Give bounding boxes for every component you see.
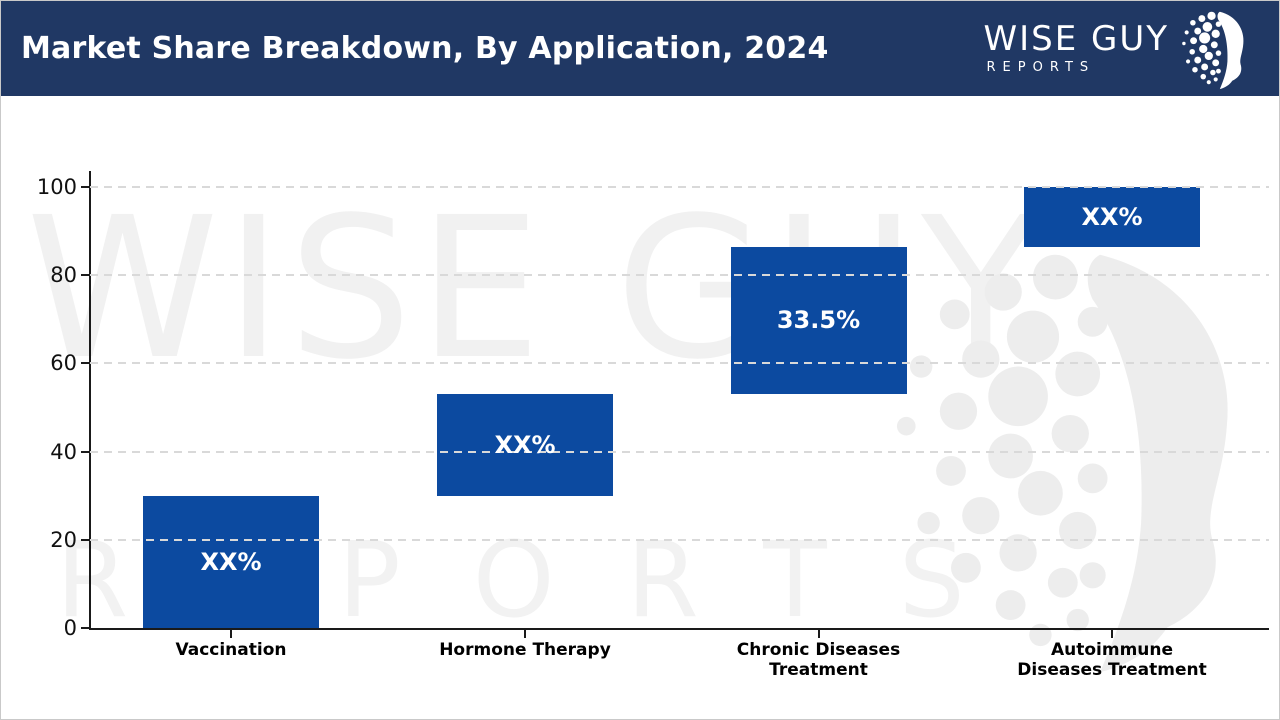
category-label: Chronic Diseases Treatment bbox=[669, 640, 969, 680]
bar bbox=[1024, 187, 1200, 247]
y-tick-label: 80 bbox=[50, 263, 77, 288]
y-tick-label: 100 bbox=[36, 175, 77, 199]
y-tick-label: 20 bbox=[50, 527, 77, 552]
header: Market Share Breakdown, By Application, … bbox=[1, 1, 1279, 96]
y-tick-mark bbox=[81, 538, 89, 541]
dotted-head-icon bbox=[1177, 7, 1253, 91]
chart-title: Market Share Breakdown, By Application, … bbox=[21, 31, 829, 66]
bar-value-label: XX% bbox=[200, 547, 262, 576]
gridline bbox=[90, 538, 1269, 541]
category-label-line: Hormone Therapy bbox=[439, 640, 611, 660]
category-label: Vaccination bbox=[81, 640, 381, 660]
category-label-line: Diseases Treatment bbox=[1017, 660, 1207, 680]
y-tick-label: 0 bbox=[63, 616, 77, 640]
bar-value-label: XX% bbox=[494, 430, 556, 459]
y-tick-mark bbox=[81, 627, 89, 629]
y-tick-label: 40 bbox=[50, 439, 77, 464]
bar bbox=[730, 246, 907, 395]
y-tick-label: 60 bbox=[50, 351, 77, 376]
category-label-line: Autoimmune bbox=[1050, 640, 1174, 660]
y-tick-mark bbox=[81, 362, 89, 365]
x-tick-mark bbox=[524, 630, 526, 638]
chart-area: WISE GUY REPORTS 0 20 40 60 80 100 XX% Vaccinat… bbox=[1, 96, 1279, 719]
x-tick-mark bbox=[817, 630, 820, 638]
gridline bbox=[90, 186, 1269, 188]
gridline bbox=[90, 362, 1269, 365]
logo-subtitle: REPORTS bbox=[986, 60, 1096, 75]
x-axis-line bbox=[89, 628, 1269, 630]
gridline bbox=[90, 274, 1269, 277]
bar-value-label: 33.5% bbox=[776, 306, 861, 335]
bar-value-label: XX% bbox=[1081, 202, 1143, 231]
y-tick-mark bbox=[81, 186, 89, 188]
x-tick-mark bbox=[1111, 630, 1113, 638]
logo-wordmark: WISE GUY bbox=[983, 19, 1169, 59]
y-axis-line bbox=[89, 171, 91, 630]
category-label: Autoimmune Diseases Treatment bbox=[962, 640, 1262, 680]
gridline bbox=[90, 450, 1269, 453]
y-tick-mark bbox=[81, 274, 89, 277]
x-tick-mark bbox=[230, 630, 232, 638]
plot: 0 20 40 60 80 100 XX% Vaccination XX% Hormone The… bbox=[1, 96, 1279, 719]
category-label: Hormone Therapy bbox=[375, 640, 675, 660]
brand-logo: WISE GUY REPORTS bbox=[983, 7, 1253, 91]
category-label-line: Vaccination bbox=[175, 640, 287, 660]
logo-text: WISE GUY REPORTS bbox=[983, 22, 1169, 75]
category-label-line: Treatment bbox=[769, 660, 868, 680]
bar bbox=[437, 394, 613, 496]
y-tick-mark bbox=[81, 450, 89, 453]
bar bbox=[143, 495, 319, 628]
category-label-line: Chronic Diseases bbox=[736, 640, 901, 660]
